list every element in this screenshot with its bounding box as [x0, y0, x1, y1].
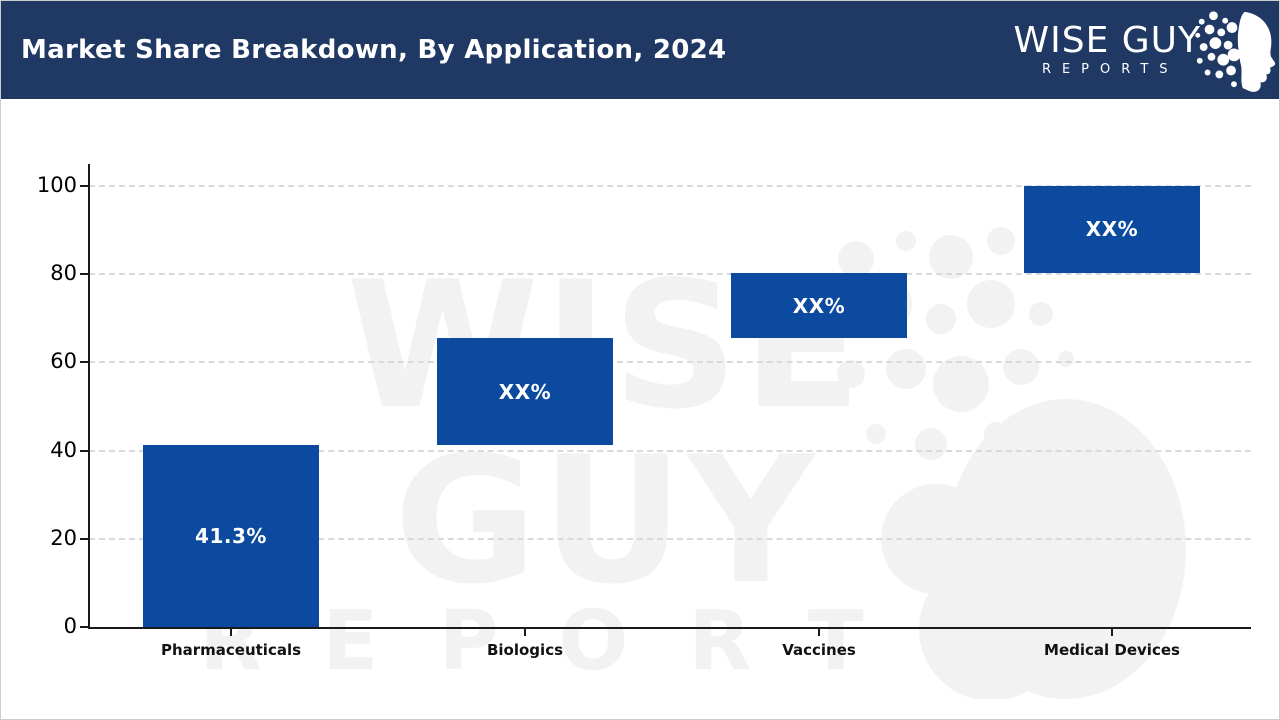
header: Market Share Breakdown, By Application, …	[1, 1, 1280, 99]
wiseguy-logo-text: WISE GUY REPORTS	[1014, 22, 1202, 78]
y-tick-label: 20	[50, 525, 77, 550]
y-axis-line	[88, 164, 90, 629]
gridline	[89, 361, 1251, 364]
x-tick-mark	[818, 628, 820, 636]
x-tick-mark	[1111, 628, 1113, 636]
y-tick-mark	[80, 273, 89, 276]
logo-wordmark: WISE GUY	[1013, 20, 1201, 61]
chart-area: WISE GUY REPORTS 02040608010041.3%XX%XX%…	[1, 99, 1279, 719]
wiseguy-face-icon	[1195, 11, 1276, 92]
bar: XX%	[1024, 186, 1200, 273]
gridline	[89, 185, 1251, 187]
page-title: Market Share Breakdown, By Application, …	[21, 35, 727, 65]
y-tick-mark	[80, 361, 89, 364]
bar-value-label: XX%	[1085, 217, 1139, 242]
bar-value-label: XX%	[792, 293, 846, 318]
bar-value-label: 41.3%	[195, 523, 267, 548]
wiseguy-logo: WISE GUY REPORTS	[1014, 1, 1280, 99]
y-tick-mark	[80, 449, 89, 452]
x-category-label: Vaccines	[782, 641, 856, 659]
x-axis-line	[88, 627, 1251, 629]
gridline	[89, 537, 1251, 540]
x-category-label: Biologics	[486, 641, 564, 659]
y-tick-label: 40	[50, 437, 77, 462]
bar: 41.3%	[143, 444, 319, 627]
y-tick-mark	[80, 537, 89, 540]
x-category-label: Pharmaceuticals	[160, 641, 302, 659]
x-tick-mark	[230, 628, 232, 636]
gridline	[89, 449, 1251, 452]
bar: XX%	[731, 272, 907, 339]
y-tick-mark	[80, 626, 89, 628]
bar: XX%	[437, 338, 613, 445]
y-tick-label: 0	[63, 614, 77, 638]
x-category-label: Medical Devices	[1044, 641, 1180, 659]
logo-subtitle: REPORTS	[1041, 62, 1179, 77]
bar-value-label: XX%	[498, 379, 552, 404]
y-tick-mark	[80, 185, 89, 187]
y-tick-label: 100	[36, 173, 77, 197]
x-tick-mark	[524, 628, 526, 636]
y-tick-label: 60	[50, 349, 77, 374]
gridline	[89, 273, 1251, 276]
y-tick-label: 80	[50, 261, 77, 286]
